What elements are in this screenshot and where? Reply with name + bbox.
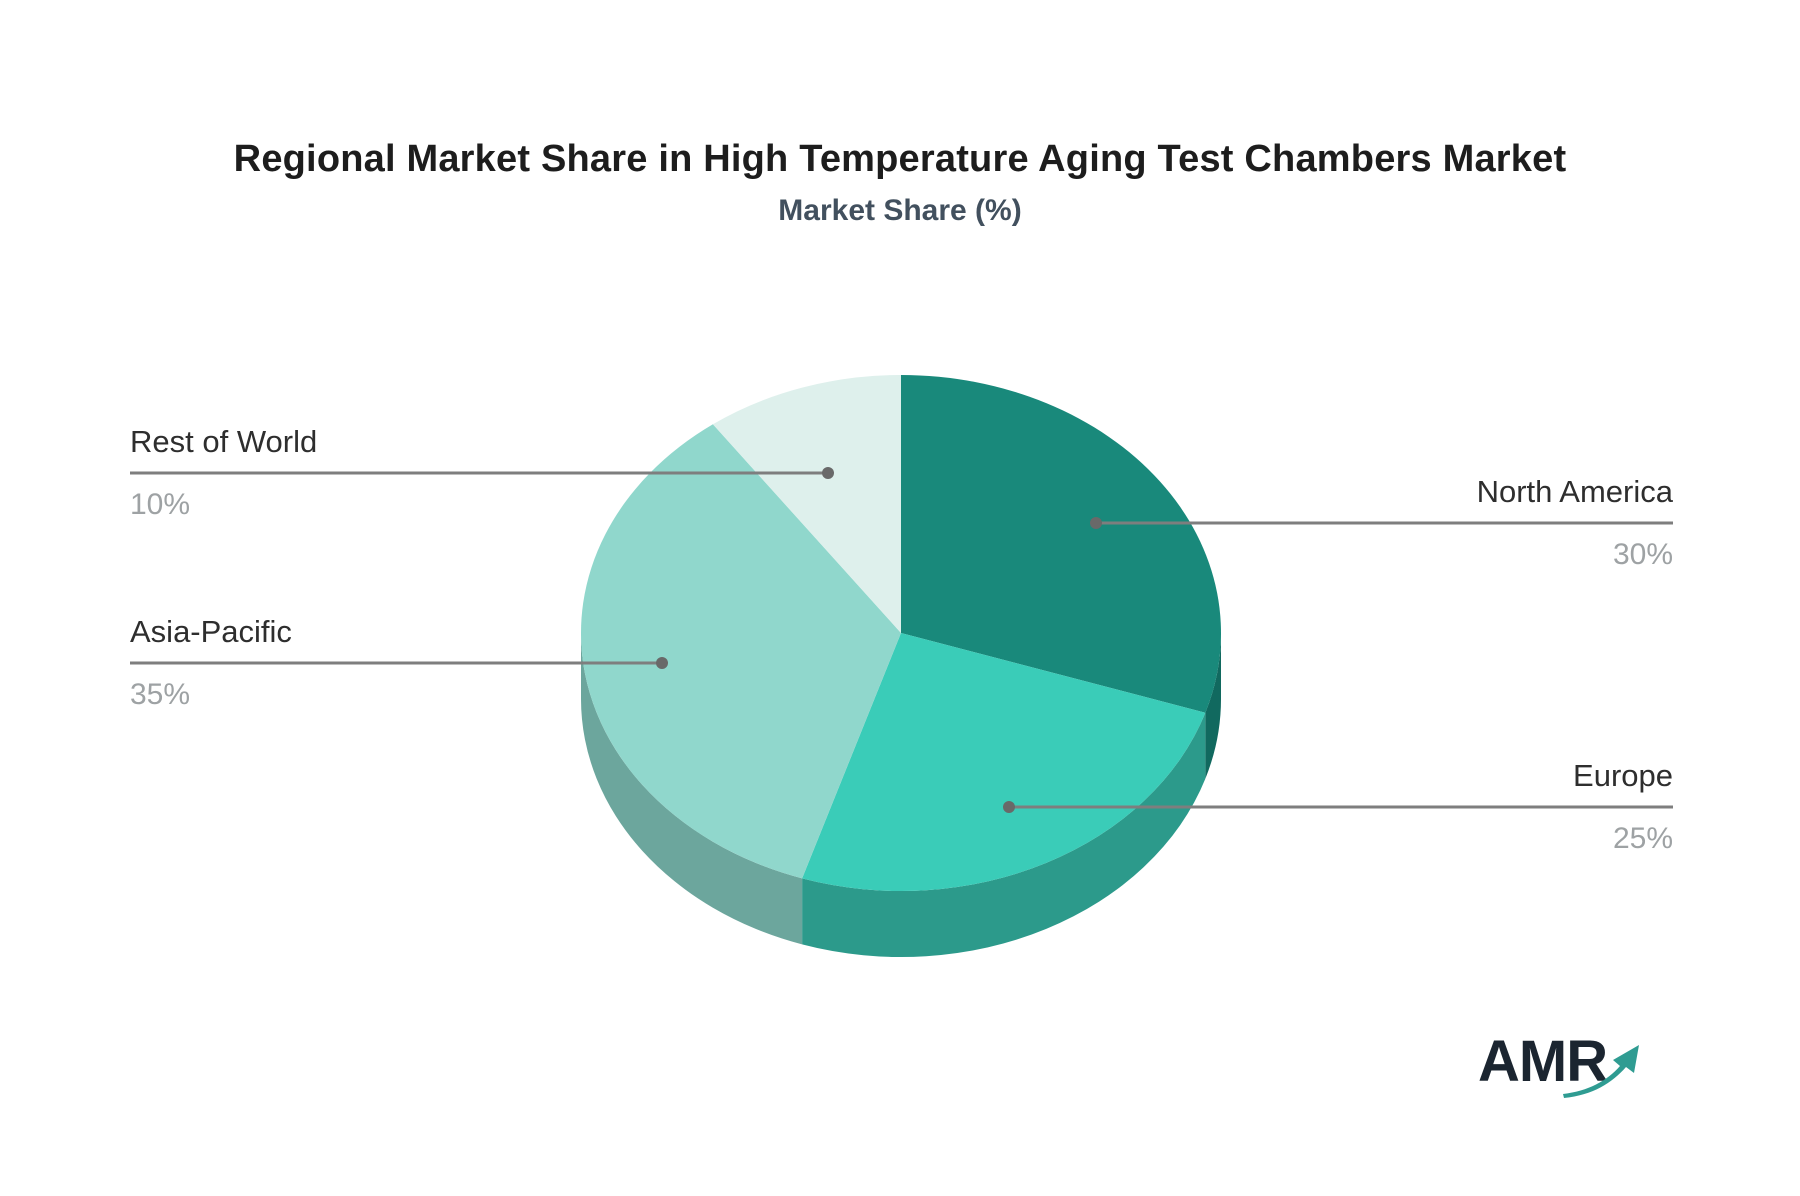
- pie-slice-north-america[interactable]: [901, 375, 1221, 713]
- callout-label-asia-pacific: Asia-Pacific: [130, 614, 292, 649]
- chart-subtitle: Market Share (%): [778, 194, 1022, 227]
- callout-value-asia-pacific: 35%: [130, 678, 191, 711]
- pie-slice-side-north-america: [1205, 633, 1221, 779]
- growth-arrow-icon: [1563, 1045, 1639, 1098]
- pie-slice-rest-of-world[interactable]: [712, 375, 901, 633]
- pie-slice-side-asia-pacific: [581, 633, 803, 945]
- callout-value-rest-of-world: 10%: [130, 488, 191, 521]
- callout-value-north-america: 30%: [1612, 538, 1673, 571]
- pie-slice-europe[interactable]: [802, 633, 1206, 891]
- pie-slice-asia-pacific[interactable]: [580, 424, 901, 879]
- chart-title: Regional Market Share in High Temperatur…: [233, 138, 1567, 180]
- amr-logo-text: AMR: [1478, 1029, 1608, 1094]
- leader-dot-rest-of-world: [822, 467, 834, 479]
- callout-label-europe: Europe: [1573, 758, 1673, 793]
- leader-dot-north-america: [1090, 517, 1102, 529]
- callout-value-europe: 25%: [1612, 822, 1673, 855]
- pie-slice-side-europe: [802, 712, 1206, 957]
- leader-dot-asia-pacific: [656, 657, 668, 669]
- amr-logo: AMR: [1478, 1028, 1650, 1102]
- callout-label-north-america: North America: [1476, 474, 1673, 509]
- callout-label-rest-of-world: Rest of World: [130, 424, 318, 459]
- leader-dot-europe: [1003, 801, 1015, 813]
